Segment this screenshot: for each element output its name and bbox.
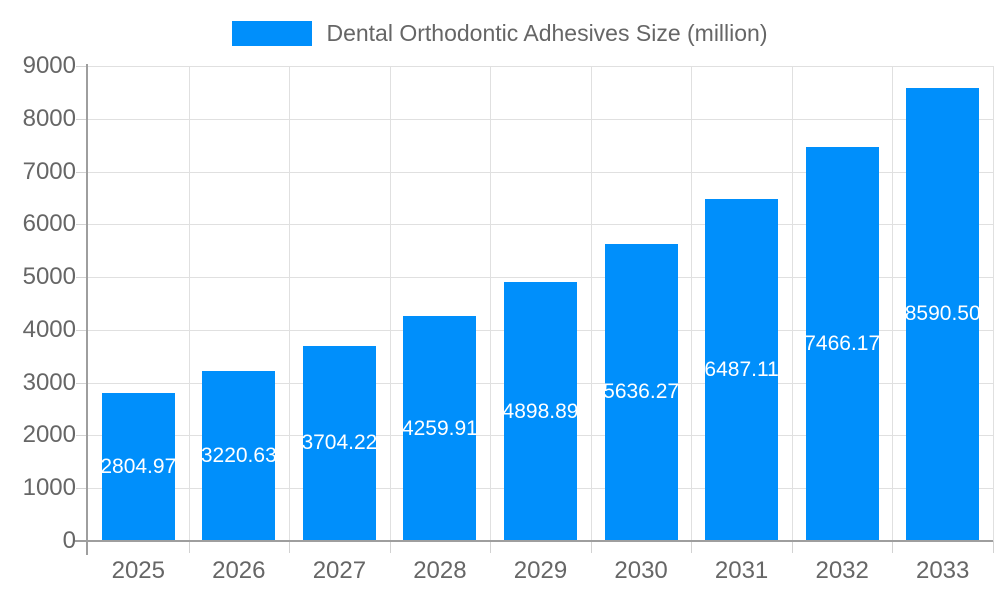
x-axis-tick [892, 541, 894, 553]
bar[interactable]: 3220.63 [200, 371, 277, 541]
y-gridline [88, 277, 993, 279]
bar-value-label: 6487.11 [704, 357, 779, 381]
y-gridline [88, 171, 993, 173]
x-axis-tick [188, 541, 190, 553]
bar[interactable]: 8590.50 [904, 87, 981, 541]
y-gridline [88, 66, 993, 67]
bar-value-label: 8590.50 [904, 302, 981, 326]
x-axis-tick [691, 541, 693, 553]
x-gridline [892, 66, 894, 541]
bar[interactable]: 3704.22 [301, 345, 378, 541]
bar-value-label: 3704.22 [301, 431, 378, 455]
y-axis-tick [76, 224, 88, 226]
y-axis-tick-label: 2000 [22, 421, 76, 449]
x-gridline [791, 66, 793, 541]
x-axis-tick-label: 2029 [513, 557, 568, 584]
x-gridline [188, 66, 190, 541]
y-axis-tick-label: 7000 [22, 157, 76, 185]
legend-series-label: Dental Orthodontic Adhesives Size (milli… [326, 20, 768, 46]
chart-legend: Dental Orthodontic Adhesives Size (milli… [0, 21, 1000, 46]
x-axis-tick-label: 2032 [815, 557, 869, 584]
bar[interactable]: 4898.89 [502, 282, 579, 541]
x-axis-line [75, 540, 993, 542]
x-axis-tick [389, 541, 391, 553]
x-axis-tick [993, 541, 994, 553]
x-axis-tick [490, 541, 492, 553]
x-axis-tick-label: 2030 [614, 557, 668, 584]
bar[interactable]: 7466.17 [804, 147, 881, 541]
y-axis-tick-label: 0 [62, 527, 76, 554]
y-axis-tick-label: 4000 [22, 315, 76, 343]
bar-value-label: 4898.89 [502, 399, 579, 423]
x-gridline [289, 66, 291, 541]
bar-value-label: 4259.91 [401, 416, 478, 440]
legend-item-series[interactable]: Dental Orthodontic Adhesives Size (milli… [232, 20, 768, 46]
x-axis-tick [791, 541, 793, 553]
y-gridline [88, 118, 993, 120]
legend-swatch-icon [232, 21, 313, 46]
y-gridline [88, 224, 993, 226]
bar-value-label: 7466.17 [804, 332, 881, 355]
x-axis-tick [289, 541, 291, 553]
y-axis-tick [76, 329, 88, 331]
bar-value-label: 5636.27 [603, 380, 680, 404]
y-axis-tick-label: 3000 [22, 368, 76, 396]
y-axis-tick [76, 66, 88, 67]
y-axis-tick-label: 6000 [22, 210, 76, 238]
bar-value-label: 3220.63 [200, 444, 277, 467]
x-axis-tick-label: 2033 [915, 557, 970, 584]
x-axis-tick-label: 2025 [111, 557, 165, 584]
x-gridline [389, 66, 391, 541]
x-gridline [993, 66, 994, 541]
bar-value-label: 2804.97 [100, 455, 177, 478]
x-axis-tick-label: 2031 [714, 557, 769, 584]
x-gridline [490, 66, 492, 541]
y-axis-tick-label: 8000 [22, 104, 76, 132]
bar[interactable]: 2804.97 [100, 393, 177, 541]
x-gridline [590, 66, 592, 541]
y-axis-tick [76, 435, 88, 437]
x-axis-tick-label: 2026 [212, 557, 266, 584]
x-axis-tick-label: 2027 [312, 557, 367, 584]
y-axis-tick [76, 171, 88, 173]
y-axis-tick [76, 277, 88, 279]
y-axis-tick [76, 488, 88, 490]
bar[interactable]: 5636.27 [603, 243, 680, 541]
bar[interactable]: 4259.91 [401, 316, 478, 541]
y-axis-tick [76, 118, 88, 120]
y-axis-tick [76, 382, 88, 384]
x-axis-tick [590, 541, 592, 553]
bar[interactable]: 6487.11 [704, 198, 779, 541]
x-axis-tick-label: 2028 [413, 557, 467, 584]
y-axis-tick-label: 5000 [22, 263, 76, 291]
y-axis-tick-label: 9000 [22, 52, 76, 79]
x-gridline [691, 66, 693, 541]
y-axis-line [86, 64, 88, 555]
y-axis-tick-label: 1000 [22, 474, 76, 502]
